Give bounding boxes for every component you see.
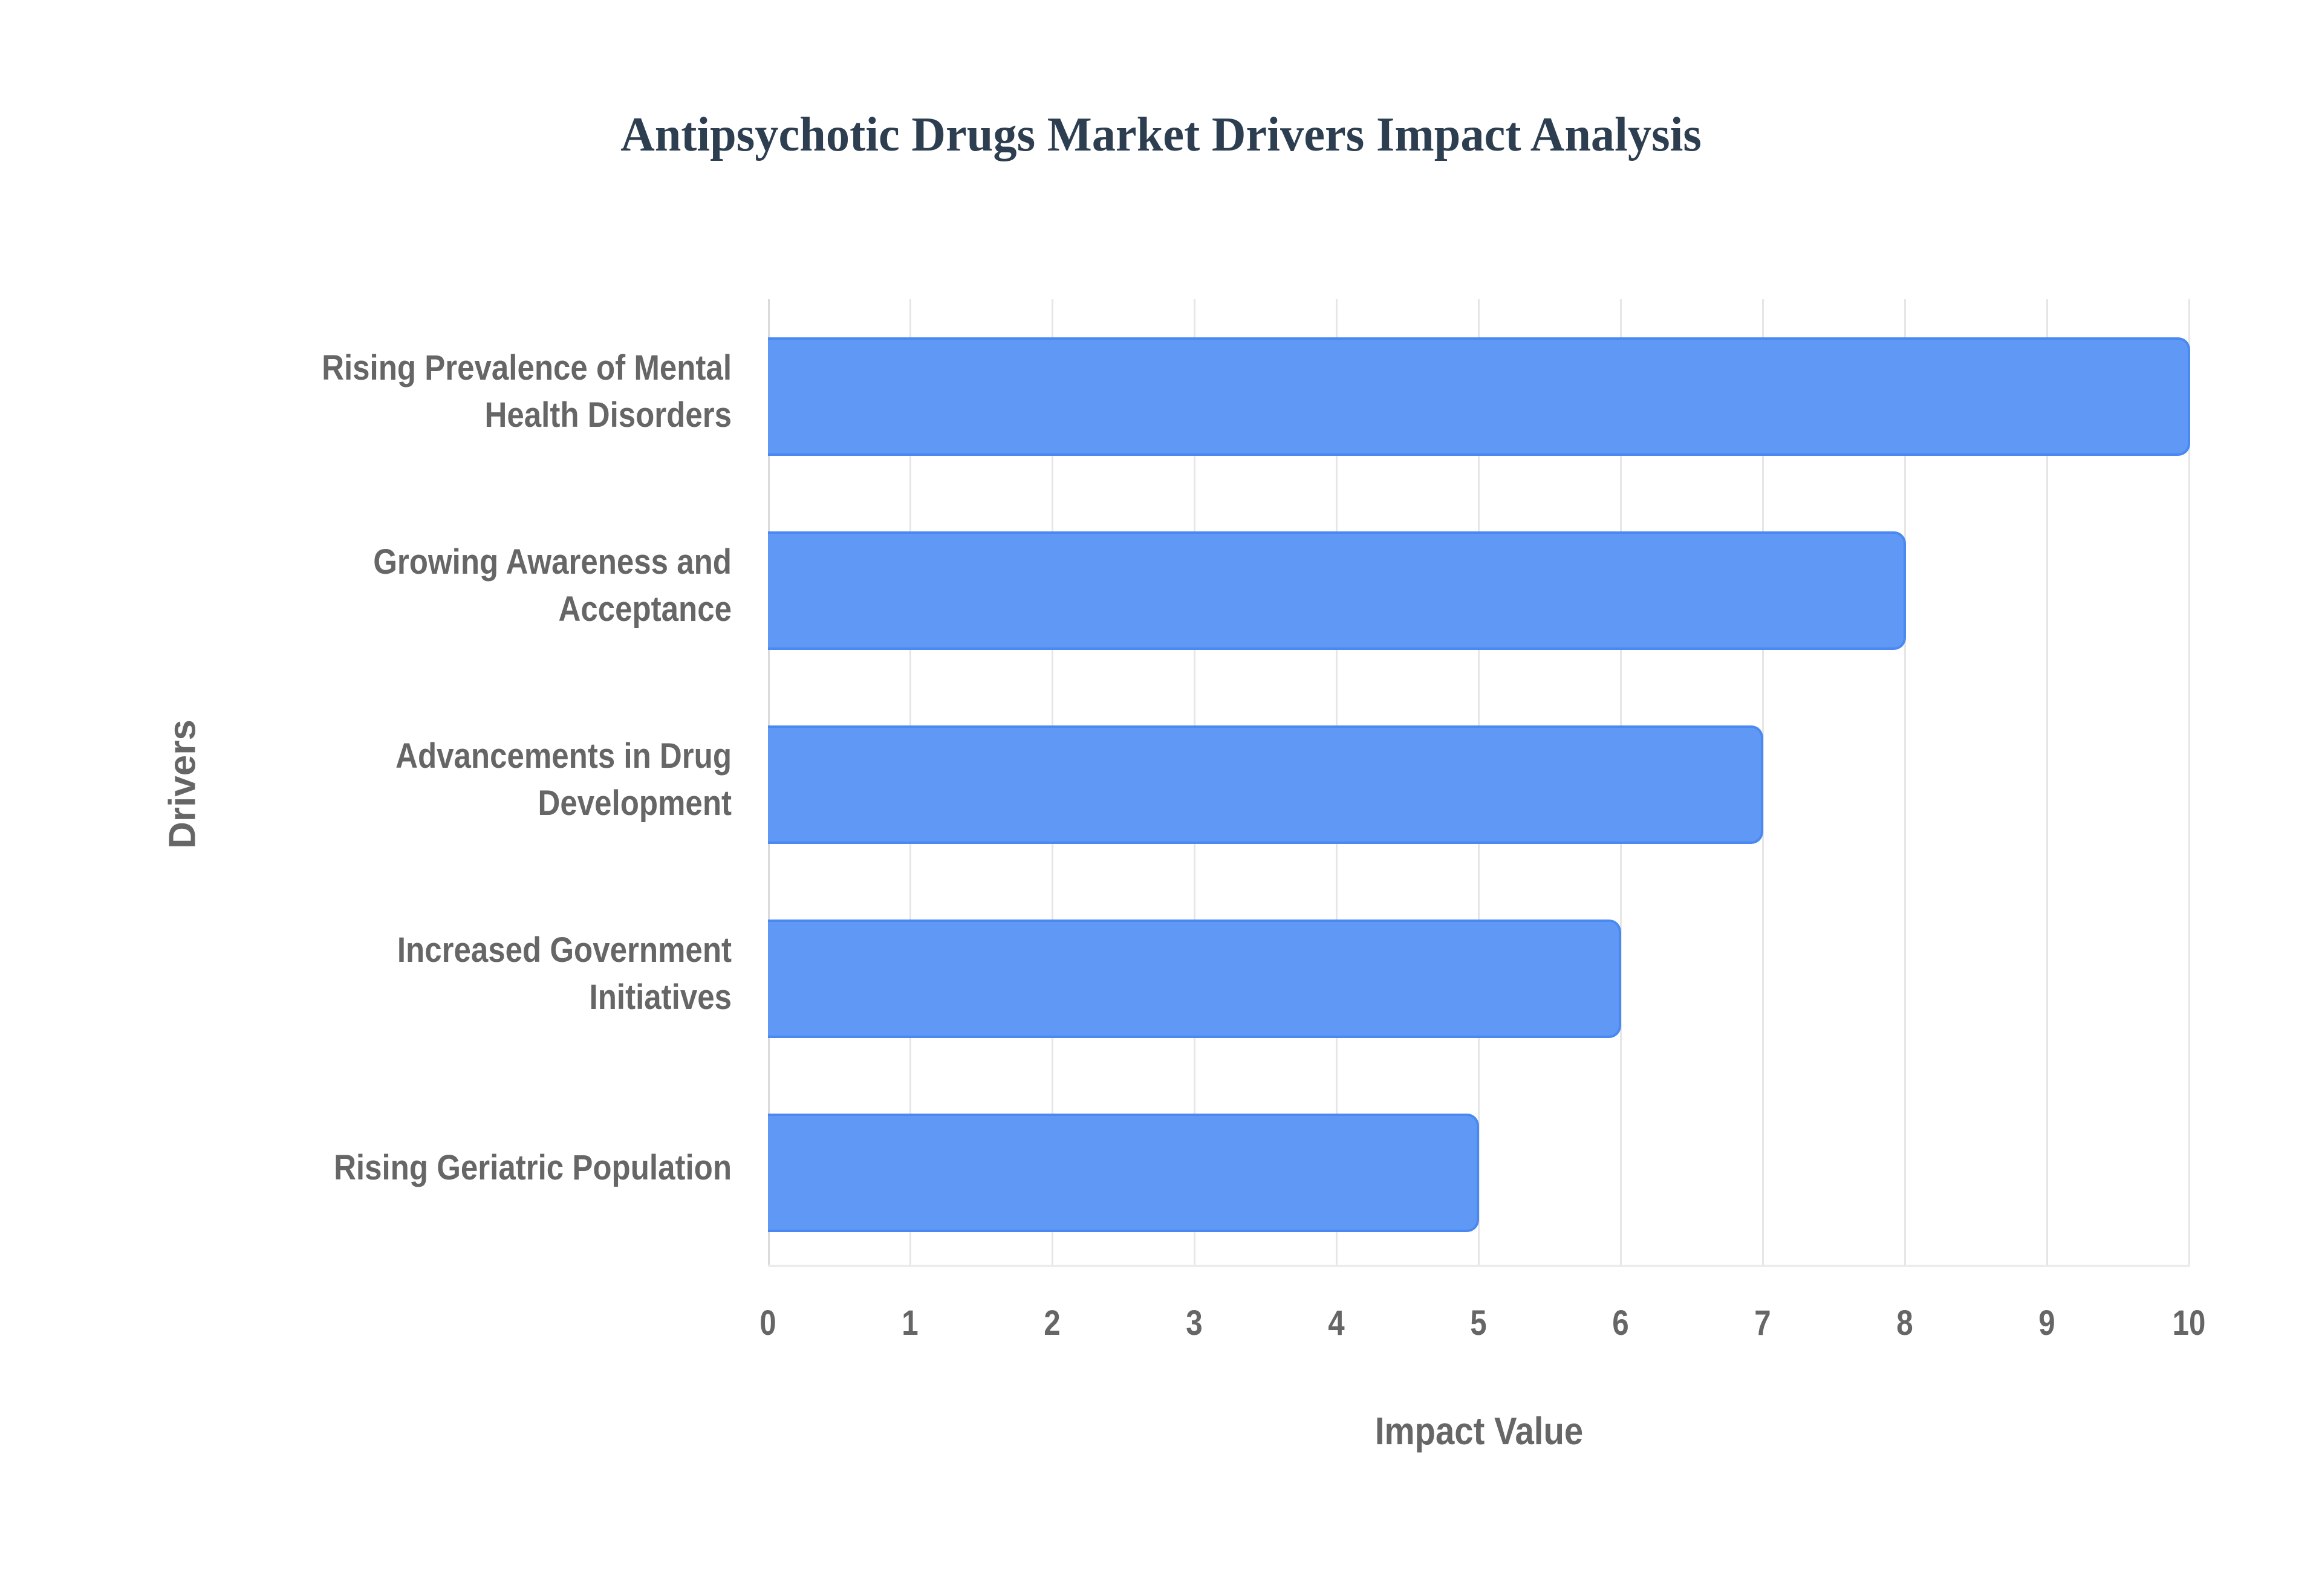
- x-tick-6: 6: [1612, 1303, 1629, 1343]
- y-label-rising-prevalence: Rising Prevalence of Mental Health Disor…: [200, 345, 732, 439]
- y-label-line1: Growing Awareness and: [373, 542, 732, 582]
- x-tick-3: 3: [1186, 1303, 1203, 1343]
- y-label-line2: Development: [538, 783, 732, 823]
- y-label-line2: Acceptance: [558, 589, 732, 629]
- y-label-government: Increased Government Initiatives: [200, 927, 732, 1021]
- x-tick-2: 2: [1044, 1303, 1061, 1343]
- x-tick-10: 10: [2172, 1303, 2206, 1343]
- bar-growing-awareness[interactable]: [768, 531, 1906, 650]
- gridline-8: [1904, 299, 1906, 1267]
- bar-rising-prevalence[interactable]: [768, 337, 2190, 456]
- y-label-line2: Initiatives: [589, 978, 732, 1017]
- x-axis-title: Impact Value: [1374, 1409, 1584, 1453]
- plot-area: [768, 299, 2190, 1267]
- gridline-9: [2046, 299, 2048, 1267]
- y-label-advancements: Advancements in Drug Development: [200, 733, 732, 827]
- x-tick-1: 1: [902, 1303, 919, 1343]
- y-label-line1: Rising Prevalence of Mental: [322, 348, 732, 388]
- y-label-geriatric: Rising Geriatric Population: [200, 1144, 732, 1192]
- x-tick-7: 7: [1754, 1303, 1771, 1343]
- y-label-line1: Advancements in Drug: [395, 736, 732, 776]
- x-tick-8: 8: [1896, 1303, 1913, 1343]
- x-tick-4: 4: [1328, 1303, 1345, 1343]
- y-label-line2: Health Disorders: [484, 395, 732, 435]
- bar-government-initiatives[interactable]: [768, 920, 1622, 1038]
- y-label-growing-awareness: Growing Awareness and Acceptance: [200, 539, 732, 633]
- y-axis-title-text: Drivers: [161, 719, 204, 849]
- x-tick-9: 9: [2038, 1303, 2055, 1343]
- y-label-line1: Rising Geriatric Population: [334, 1148, 732, 1187]
- chart-title: Antipsychotic Drugs Market Drivers Impac…: [620, 108, 1702, 161]
- bar-advancements-drug-development[interactable]: [768, 725, 1764, 844]
- x-axis-line: [768, 1265, 2190, 1267]
- bar-geriatric-population[interactable]: [768, 1114, 1479, 1232]
- x-tick-0: 0: [759, 1303, 776, 1343]
- x-tick-5: 5: [1470, 1303, 1487, 1343]
- gridline-10: [2188, 299, 2190, 1267]
- y-label-line1: Increased Government: [397, 930, 732, 970]
